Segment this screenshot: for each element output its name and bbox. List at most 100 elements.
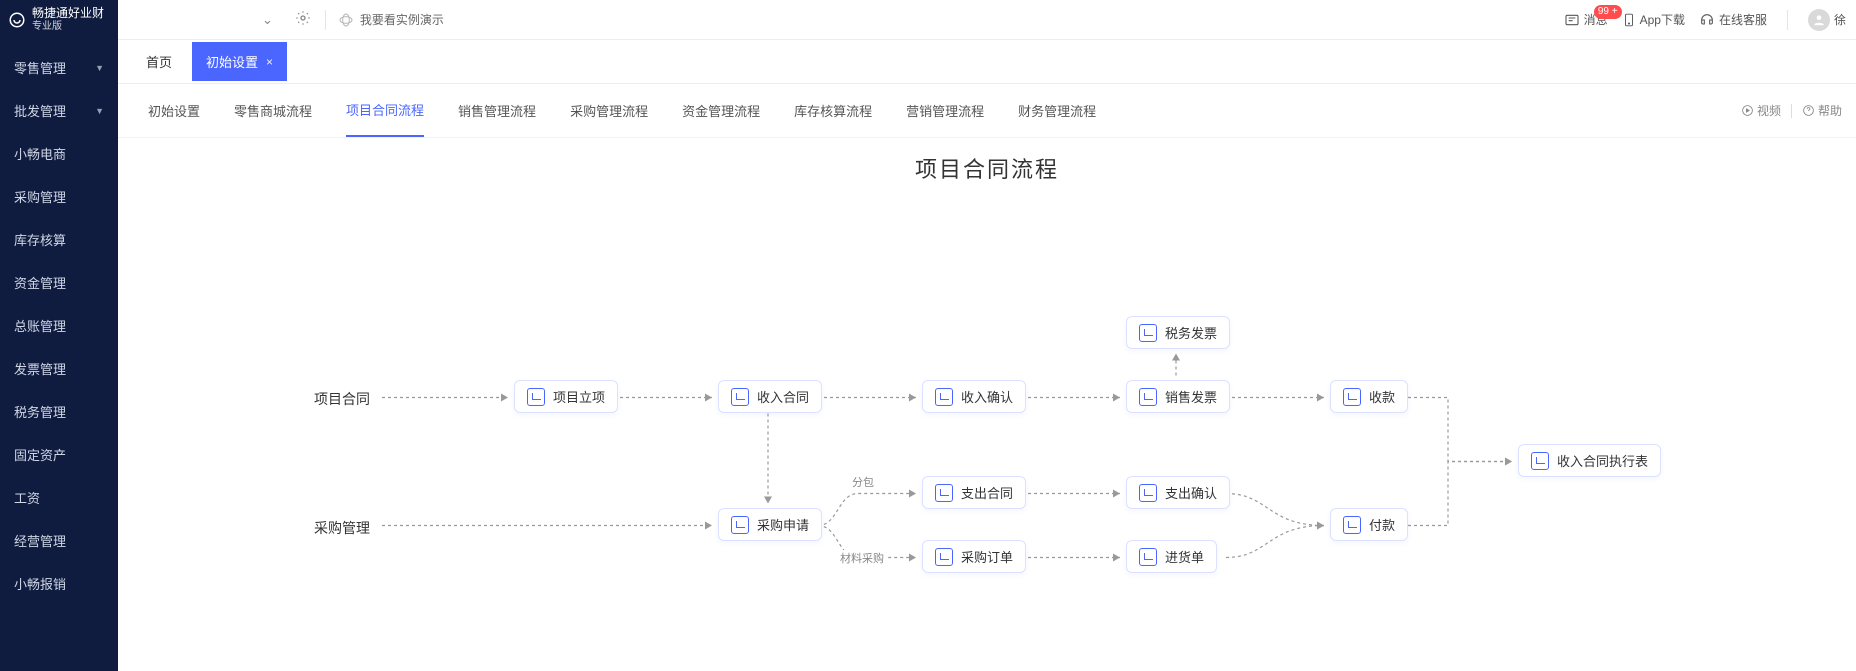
- help-link[interactable]: 帮助: [1802, 102, 1842, 119]
- topbar-right: 消息 99 + App下载 在线客服 徐: [1564, 9, 1856, 31]
- sidebar-item-label: 发票管理: [14, 359, 66, 378]
- subtab-0[interactable]: 初始设置: [148, 85, 200, 136]
- help-label: 帮助: [1818, 102, 1842, 119]
- video-label: 视频: [1757, 102, 1781, 119]
- document-icon: [1139, 484, 1157, 502]
- document-icon: [935, 548, 953, 566]
- subtab-6[interactable]: 库存核算流程: [794, 85, 872, 136]
- document-icon: [1139, 548, 1157, 566]
- flow-node-n_swfp[interactable]: 税务发票: [1126, 316, 1230, 349]
- settings-gear-icon[interactable]: [287, 10, 319, 29]
- sidebar-item-label: 工资: [14, 488, 40, 507]
- flow-node-label: 采购申请: [757, 515, 809, 534]
- support-button[interactable]: 在线客服: [1699, 11, 1767, 28]
- caret-down-icon: ▼: [95, 63, 104, 73]
- sidebar-item-label: 税务管理: [14, 402, 66, 421]
- flow-node-label: 采购订单: [961, 547, 1013, 566]
- sidebar-item-6[interactable]: 总账管理: [0, 304, 118, 347]
- flow-title: 项目合同流程: [118, 152, 1856, 184]
- flow-edges: [118, 184, 1856, 671]
- topbar: 畅捷通好业财 专业版 ⌄ 我要看实例演示 消息 99 + App下载 在: [0, 0, 1856, 40]
- flow-node-n_srht[interactable]: 收入合同: [718, 380, 822, 413]
- sidebar-item-8[interactable]: 税务管理: [0, 390, 118, 433]
- flow-content: 项目合同流程 项目合同采购管理 项目立项 收入合同 收入确认 销售发票 收款 税务发票采购申…: [118, 138, 1856, 671]
- document-icon: [935, 484, 953, 502]
- sidebar-item-label: 经营管理: [14, 531, 66, 550]
- app-download-button[interactable]: App下载: [1622, 11, 1685, 28]
- sidebar-item-3[interactable]: 采购管理: [0, 175, 118, 218]
- document-icon: [527, 388, 545, 406]
- avatar-icon: [1808, 9, 1830, 31]
- flow-node-n_srqr[interactable]: 收入确认: [922, 380, 1026, 413]
- subtab-7[interactable]: 营销管理流程: [906, 85, 984, 136]
- org-selector[interactable]: ⌄: [118, 12, 287, 28]
- main: 首页 初始设置 × 初始设置零售商城流程项目合同流程销售管理流程采购管理流程资金…: [118, 40, 1856, 671]
- brand-edition: 专业版: [32, 21, 104, 32]
- tab-home[interactable]: 首页: [132, 42, 186, 81]
- sidebar-item-0[interactable]: 零售管理 ▼: [0, 46, 118, 89]
- subtab-8[interactable]: 财务管理流程: [1018, 85, 1096, 136]
- flow-stage: 项目合同采购管理 项目立项 收入合同 收入确认 销售发票 收款 税务发票采购申请 支出合同采购…: [118, 184, 1856, 671]
- sidebar-item-12[interactable]: 小畅报销: [0, 562, 118, 605]
- shell: 零售管理▼批发管理▼小畅电商采购管理库存核算资金管理总账管理发票管理税务管理固定…: [0, 40, 1856, 671]
- flow-node-n_zcqr[interactable]: 支出确认: [1126, 476, 1230, 509]
- sidebar-item-label: 小畅报销: [14, 574, 66, 593]
- flow-node-n_zcht[interactable]: 支出合同: [922, 476, 1026, 509]
- flow-node-n_fk[interactable]: 付款: [1330, 508, 1408, 541]
- sidebar-item-11[interactable]: 经营管理: [0, 519, 118, 562]
- flow-node-n_jhd[interactable]: 进货单: [1126, 540, 1217, 573]
- subtab-1[interactable]: 零售商城流程: [234, 85, 312, 136]
- subtab-4[interactable]: 采购管理流程: [570, 85, 648, 136]
- document-icon: [1139, 324, 1157, 342]
- flow-node-n_lixiang[interactable]: 项目立项: [514, 380, 618, 413]
- chevron-down-icon: ⌄: [262, 12, 273, 28]
- sidebar-item-label: 采购管理: [14, 187, 66, 206]
- messages-button[interactable]: 消息 99 +: [1564, 11, 1608, 28]
- brand-name: 畅捷通好业财: [32, 7, 104, 20]
- flow-node-n_cgdd[interactable]: 采购订单: [922, 540, 1026, 573]
- document-icon: [731, 388, 749, 406]
- sidebar-item-9[interactable]: 固定资产: [0, 433, 118, 476]
- tab-initial-setup[interactable]: 初始设置 ×: [192, 42, 287, 81]
- subtab-2[interactable]: 项目合同流程: [346, 84, 424, 137]
- edge-label: 分包: [850, 474, 876, 490]
- topbar-left: 畅捷通好业财 专业版 ⌄ 我要看实例演示: [0, 0, 444, 39]
- sidebar-item-5[interactable]: 资金管理: [0, 261, 118, 304]
- flow-node-n_sk[interactable]: 收款: [1330, 380, 1408, 413]
- sidebar-item-label: 固定资产: [14, 445, 66, 464]
- tab-initial-setup-label: 初始设置: [206, 52, 258, 71]
- app-download-label: App下载: [1640, 11, 1685, 28]
- sidebar-item-label: 批发管理: [14, 101, 66, 120]
- flow-node-n_cgsq[interactable]: 采购申请: [718, 508, 822, 541]
- sidebar-item-label: 库存核算: [14, 230, 66, 249]
- sidebar-item-10[interactable]: 工资: [0, 476, 118, 519]
- sidebar-item-7[interactable]: 发票管理: [0, 347, 118, 390]
- sidebar-item-label: 零售管理: [14, 58, 66, 77]
- edge-label: 材料采购: [838, 550, 886, 566]
- sidebar-item-1[interactable]: 批发管理▼: [0, 89, 118, 132]
- flow-node-n_xsfp[interactable]: 销售发票: [1126, 380, 1230, 413]
- flow-node-label: 收入合同执行表: [1557, 451, 1648, 470]
- sidebar-item-4[interactable]: 库存核算: [0, 218, 118, 261]
- row-label-rl2: 采购管理: [314, 518, 370, 538]
- messages-badge: 99 +: [1594, 5, 1622, 19]
- document-icon: [1531, 452, 1549, 470]
- flow-node-label: 进货单: [1165, 547, 1204, 566]
- sidebar-item-label: 资金管理: [14, 273, 66, 292]
- flow-node-label: 项目立项: [553, 387, 605, 406]
- demo-text: 我要看实例演示: [360, 11, 444, 28]
- sidebar-item-2[interactable]: 小畅电商: [0, 132, 118, 175]
- divider: [1787, 10, 1788, 30]
- user-short: 徐: [1834, 11, 1846, 28]
- row-label-rl1: 项目合同: [314, 389, 370, 409]
- demo-link[interactable]: 我要看实例演示: [332, 11, 444, 28]
- subtab-3[interactable]: 销售管理流程: [458, 85, 536, 136]
- subtab-5[interactable]: 资金管理流程: [682, 85, 760, 136]
- divider: [325, 10, 326, 30]
- video-link[interactable]: 视频: [1741, 102, 1781, 119]
- flow-node-label: 付款: [1369, 515, 1395, 534]
- main-tabstrip: 首页 初始设置 ×: [118, 40, 1856, 84]
- close-icon[interactable]: ×: [266, 55, 273, 69]
- user-menu[interactable]: 徐: [1808, 9, 1846, 31]
- flow-node-n_zxb[interactable]: 收入合同执行表: [1518, 444, 1661, 477]
